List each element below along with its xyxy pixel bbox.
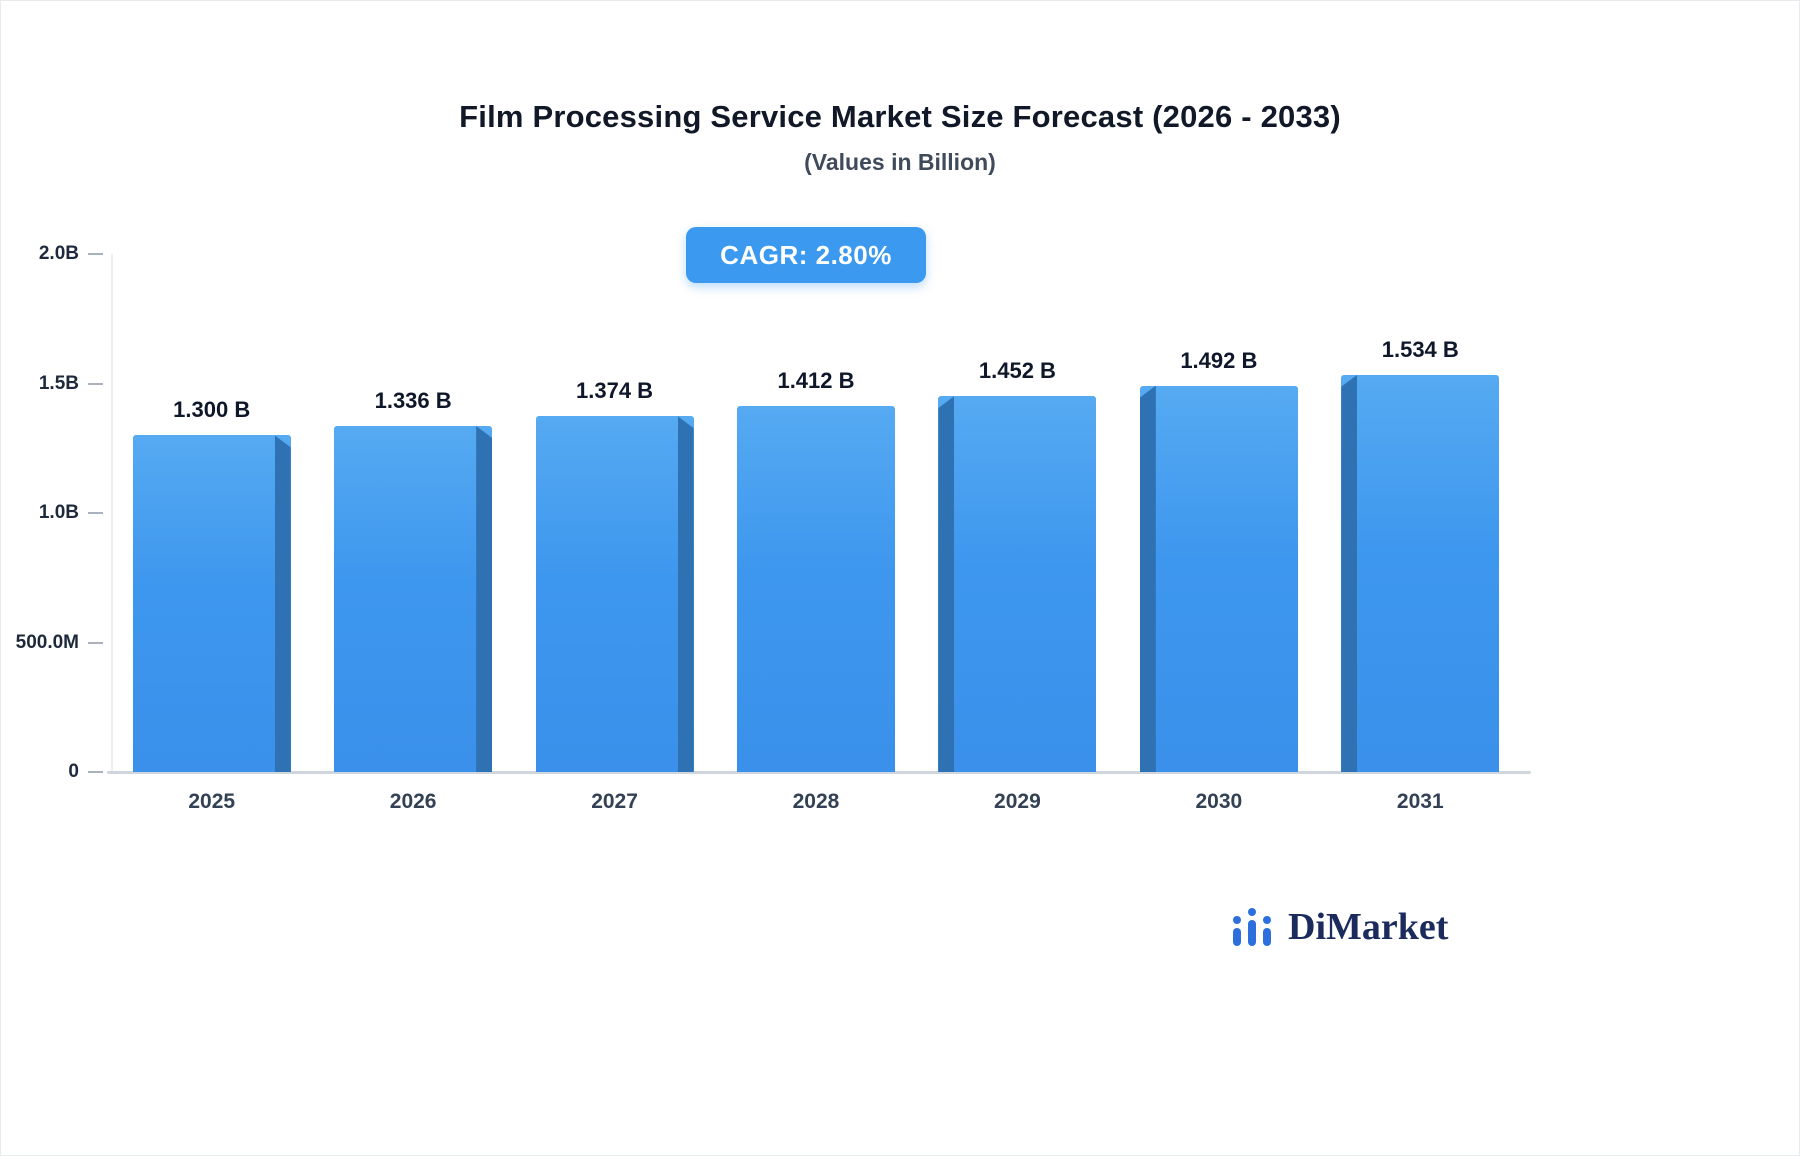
y-axis-tick-mark [88, 771, 103, 773]
x-axis-baseline [107, 771, 1531, 774]
x-axis-label: 2025 [188, 790, 236, 813]
x-axis-label: 2031 [1396, 790, 1444, 813]
bar-value-label: 1.492 B [1180, 347, 1258, 373]
bar-2025[interactable] [132, 435, 291, 772]
y-axis-line [111, 254, 113, 772]
bar-value-label: 1.336 B [374, 387, 452, 413]
bar-value-label: 1.374 B [576, 378, 654, 404]
bar-2031[interactable] [1341, 374, 1500, 772]
bar-2029[interactable] [938, 395, 1097, 772]
bar-3d-side [1341, 374, 1358, 772]
cagr-badge-label: CAGR: 2.80% [720, 239, 892, 270]
bar-3d-side [938, 395, 955, 772]
bar-3d-side [476, 425, 493, 772]
dimarket-logo-text: DiMarket [1288, 906, 1449, 948]
bar-value-label: 1.452 B [978, 357, 1056, 383]
bar-2028[interactable] [737, 406, 895, 772]
bar-3d-side [677, 416, 694, 772]
y-axis-tick-label: 1.5B [38, 372, 79, 394]
x-axis-label: 2026 [389, 790, 437, 813]
x-axis-label: 2028 [792, 790, 840, 813]
y-axis-tick-label: 500.0M [15, 631, 79, 653]
y-axis-tick-label: 2.0B [38, 243, 79, 264]
bar-2026[interactable] [334, 425, 493, 772]
dimarket-logo: DiMarket [1229, 904, 1448, 950]
x-axis-label: 2027 [591, 790, 638, 813]
y-axis-tick-mark [88, 641, 103, 644]
y-axis-tick-mark [88, 382, 103, 385]
y-axis-tick-label: 1.0B [38, 502, 79, 523]
bar-3d-side [1139, 385, 1156, 772]
x-axis-label: 2030 [1195, 790, 1243, 813]
cagr-badge: CAGR: 2.80% [686, 227, 926, 283]
y-axis-tick-label: 0 [68, 761, 79, 782]
y-axis-tick-mark [88, 512, 103, 514]
chart-subtitle: (Values in Billion) [804, 149, 996, 175]
bar-value-label: 1.534 B [1381, 336, 1459, 362]
plot-area: 2.0B 1.5B 1.0B 500.0M 0 1.300 B 2025 1.336 B 202… [16, 243, 1531, 813]
x-axis-label: 2029 [994, 790, 1041, 813]
bar-value-label: 1.412 B [777, 368, 855, 394]
bar-2027[interactable] [535, 416, 694, 772]
y-axis-tick-mark [88, 253, 103, 255]
chart-title: Film Processing Service Market Size Fore… [459, 99, 1341, 134]
bar-2030[interactable] [1139, 385, 1298, 772]
bar-3d-side [274, 435, 291, 772]
dimarket-logo-icon [1233, 908, 1271, 946]
bar-value-label: 1.300 B [173, 397, 251, 423]
